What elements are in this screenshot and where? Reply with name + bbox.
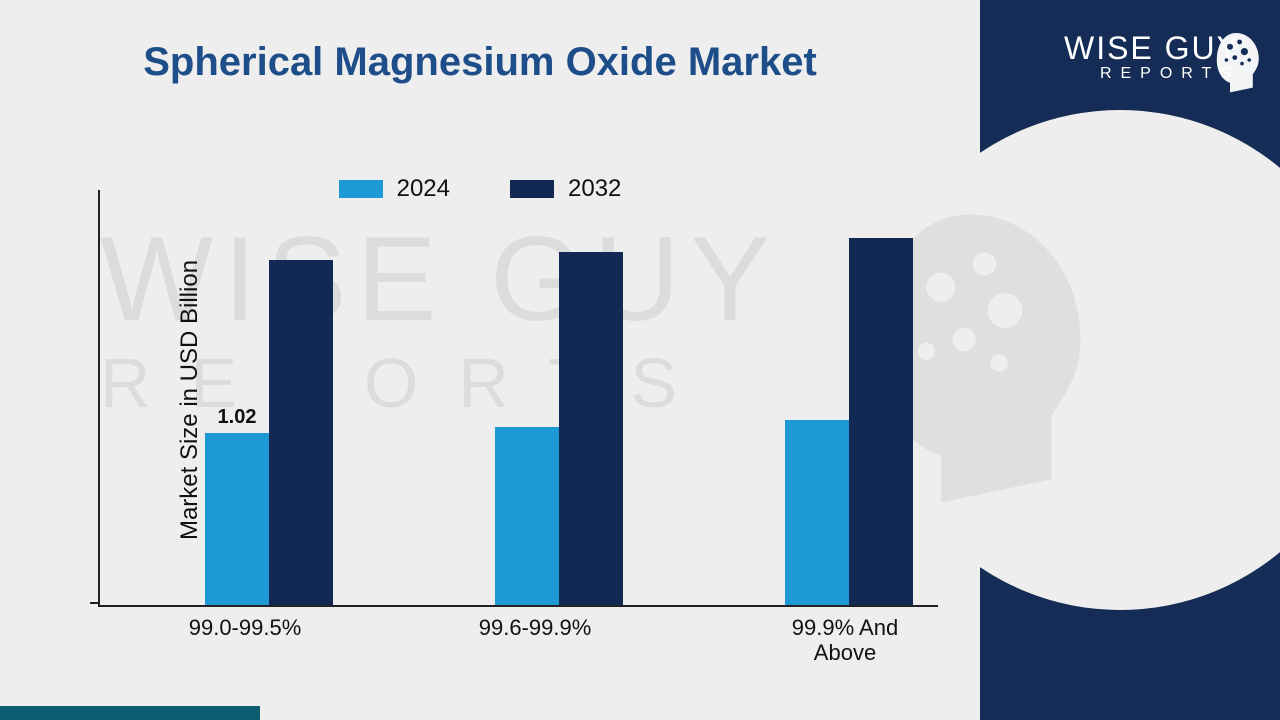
bottom-accent-strip bbox=[0, 706, 260, 720]
bar-2024 bbox=[785, 420, 849, 605]
bar-group bbox=[495, 252, 623, 605]
legend-swatch-2032 bbox=[510, 180, 554, 198]
legend-label-2024: 2024 bbox=[397, 175, 450, 203]
legend-swatch-2024 bbox=[339, 180, 383, 198]
category-label: 99.9% And Above bbox=[785, 615, 905, 666]
legend-label-2032: 2032 bbox=[568, 175, 621, 203]
bar-2024 bbox=[205, 433, 269, 605]
bar-2032 bbox=[849, 238, 913, 605]
bar-2032 bbox=[559, 252, 623, 605]
category-label: 99.6-99.9% bbox=[445, 615, 625, 640]
legend-item-2024: 2024 bbox=[339, 175, 450, 203]
y-axis-tick bbox=[90, 602, 98, 604]
bar-group bbox=[785, 238, 913, 605]
chart-title: Spherical Magnesium Oxide Market bbox=[0, 40, 960, 85]
y-axis-label: Market Size in USD Billion bbox=[176, 260, 204, 540]
bar-2024 bbox=[495, 427, 559, 605]
legend-item-2032: 2032 bbox=[510, 175, 621, 203]
y-axis-line bbox=[98, 190, 100, 605]
value-label: 1.02 bbox=[218, 406, 257, 429]
x-axis-line bbox=[98, 605, 938, 607]
bar-2032 bbox=[269, 260, 333, 605]
legend: 2024 2032 bbox=[0, 175, 960, 203]
bar-group bbox=[205, 260, 333, 605]
brand-head-icon bbox=[1206, 28, 1266, 98]
category-label: 99.0-99.5% bbox=[155, 615, 335, 640]
